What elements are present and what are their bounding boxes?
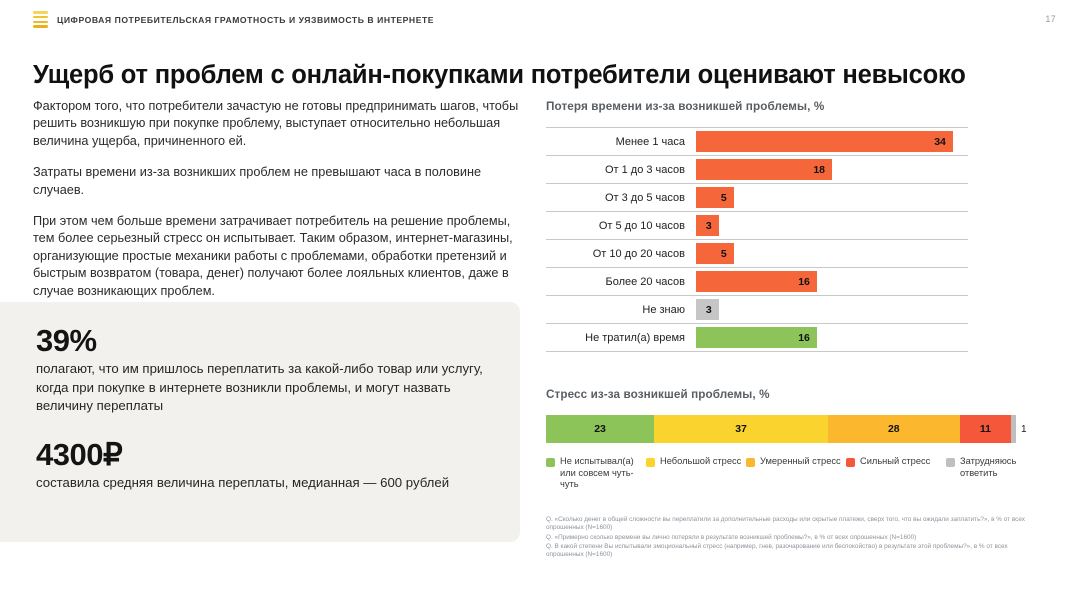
- stacked-segment: 28: [827, 415, 960, 443]
- stacked-segment: [1011, 415, 1016, 443]
- legend-swatch-icon: [946, 458, 955, 467]
- bar-row: От 3 до 5 часов 5: [546, 183, 968, 211]
- stat-value-average-overpay: 4300₽: [36, 436, 123, 472]
- stacked-bars-icon: [33, 11, 48, 28]
- stat-description-overpay-share: полагают, что им пришлось переплатить за…: [36, 361, 483, 414]
- footnote: Q. В какой степени Вы испытывали эмоцион…: [546, 543, 1008, 559]
- footnote: Q. «Сколько денег в общей сложности вы п…: [546, 516, 1025, 532]
- chart-stress: Стресс из-за возникшей проблемы, % 23 37 2…: [546, 388, 1046, 491]
- legend-swatch-icon: [546, 458, 555, 467]
- chart-title-time-loss: Потеря времени из-за возникшей проблемы,…: [546, 100, 825, 113]
- bar-track: 18: [696, 156, 968, 183]
- bar-fill: 5: [696, 187, 734, 208]
- bar-track: 5: [696, 240, 968, 267]
- chart-title-stress: Стресс из-за возникшей проблемы, %: [546, 388, 770, 401]
- bar-row: От 1 до 3 часов 18: [546, 155, 968, 183]
- bar-fill: 5: [696, 243, 734, 264]
- bar-track: 16: [696, 324, 968, 351]
- paragraph: Затраты времени из-за возникших проблем …: [33, 165, 482, 197]
- brand-title: ЦИФРОВАЯ ПОТРЕБИТЕЛЬСКАЯ ГРАМОТНОСТЬ И У…: [57, 14, 435, 25]
- bar-fill: 3: [696, 215, 719, 236]
- legend-item: Небольшой стресс: [646, 456, 746, 491]
- bar-category-label: От 5 до 10 часов: [598, 219, 685, 232]
- header-bar: ЦИФРОВАЯ ПОТРЕБИТЕЛЬСКАЯ ГРАМОТНОСТЬ И У…: [0, 0, 1080, 36]
- bar-row: От 10 до 20 часов 5: [546, 239, 968, 267]
- bar-row: Не знаю 3: [546, 295, 968, 323]
- footnote: Q. «Примерно сколько времени вы лично по…: [546, 533, 917, 541]
- legend-swatch-icon: [646, 458, 655, 467]
- legend-item: Не испытывал(а) или совсем чуть-чуть: [546, 456, 646, 491]
- legend-item: Сильный стресс: [846, 456, 946, 491]
- legend-label: Небольшой стресс: [660, 456, 742, 466]
- bar-track: 16: [696, 268, 968, 295]
- page-title: Ущерб от проблем с онлайн-покупками потр…: [33, 61, 966, 90]
- bar-fill: 16: [696, 327, 817, 348]
- stat-description-average-overpay: составила средняя величина переплаты, ме…: [36, 474, 450, 490]
- bar-track: 5: [696, 184, 968, 211]
- bar-track: 3: [696, 296, 968, 323]
- page-number: 17: [1045, 14, 1056, 24]
- bar-fill: 3: [696, 299, 719, 320]
- bar-row: От 5 до 10 часов 3: [546, 211, 968, 239]
- stacked-bar-outside-label: 1: [1021, 423, 1027, 435]
- stacked-bar-stress: 23 37 28 11: [546, 415, 1016, 443]
- legend-label: Затрудняюсь ответить: [960, 456, 1017, 478]
- bar-row: Менее 1 часа 34: [546, 127, 968, 155]
- legend-label: Не испытывал(а) или совсем чуть-чуть: [560, 456, 634, 490]
- paragraph: При этом чем больше времени затрачивает …: [33, 214, 513, 298]
- legend-label: Умеренный стресс: [760, 456, 841, 466]
- bar-fill: 18: [696, 159, 832, 180]
- legend-item: Умеренный стресс: [746, 456, 846, 491]
- stacked-segment: 11: [959, 415, 1012, 443]
- charts-area: Потеря времени из-за возникшей проблемы,…: [546, 100, 1046, 491]
- bar-fill: 34: [696, 131, 953, 152]
- bar-fill: 16: [696, 271, 817, 292]
- bar-category-label: От 3 до 5 часов: [604, 191, 685, 204]
- bar-track: 34: [696, 128, 968, 155]
- chart-legend-stress: Не испытывал(а) или совсем чуть-чуть Небо…: [546, 456, 1046, 491]
- brand: ЦИФРОВАЯ ПОТРЕБИТЕЛЬСКАЯ ГРАМОТНОСТЬ И У…: [33, 11, 434, 28]
- bar-chart-time-loss: Менее 1 часа 34 От 1 до 3 часов 18 От 3 до 5…: [546, 127, 968, 352]
- bar-category-label: Менее 1 часа: [615, 135, 685, 148]
- legend-label: Сильный стресс: [860, 456, 931, 466]
- highlight-card: 39% полагают, что им пришлось переплатит…: [0, 302, 520, 542]
- legend-item: Затрудняюсь ответить: [946, 456, 1046, 491]
- stat-value-overpay-share: 39%: [36, 323, 97, 358]
- legend-swatch-icon: [746, 458, 755, 467]
- bar-category-label: От 1 до 3 часов: [604, 163, 685, 176]
- footnotes: Q. «Сколько денег в общей сложности вы п…: [546, 516, 1046, 561]
- paragraph: Фактором того, что потребители зачастую …: [33, 99, 519, 148]
- bar-category-label: Не знаю: [642, 303, 685, 316]
- bar-track: 3: [696, 212, 968, 239]
- bar-row: Более 20 часов 16: [546, 267, 968, 295]
- stacked-segment: 23: [546, 415, 655, 443]
- stacked-segment: 37: [654, 415, 828, 443]
- bar-category-label: Более 20 часов: [605, 275, 685, 288]
- bar-category-label: От 10 до 20 часов: [592, 247, 685, 260]
- body-text: Фактором того, что потребители зачастую …: [33, 98, 523, 300]
- legend-swatch-icon: [846, 458, 855, 467]
- bar-row: Не тратил(а) время 16: [546, 323, 968, 352]
- bar-category-label: Не тратил(а) время: [585, 331, 685, 344]
